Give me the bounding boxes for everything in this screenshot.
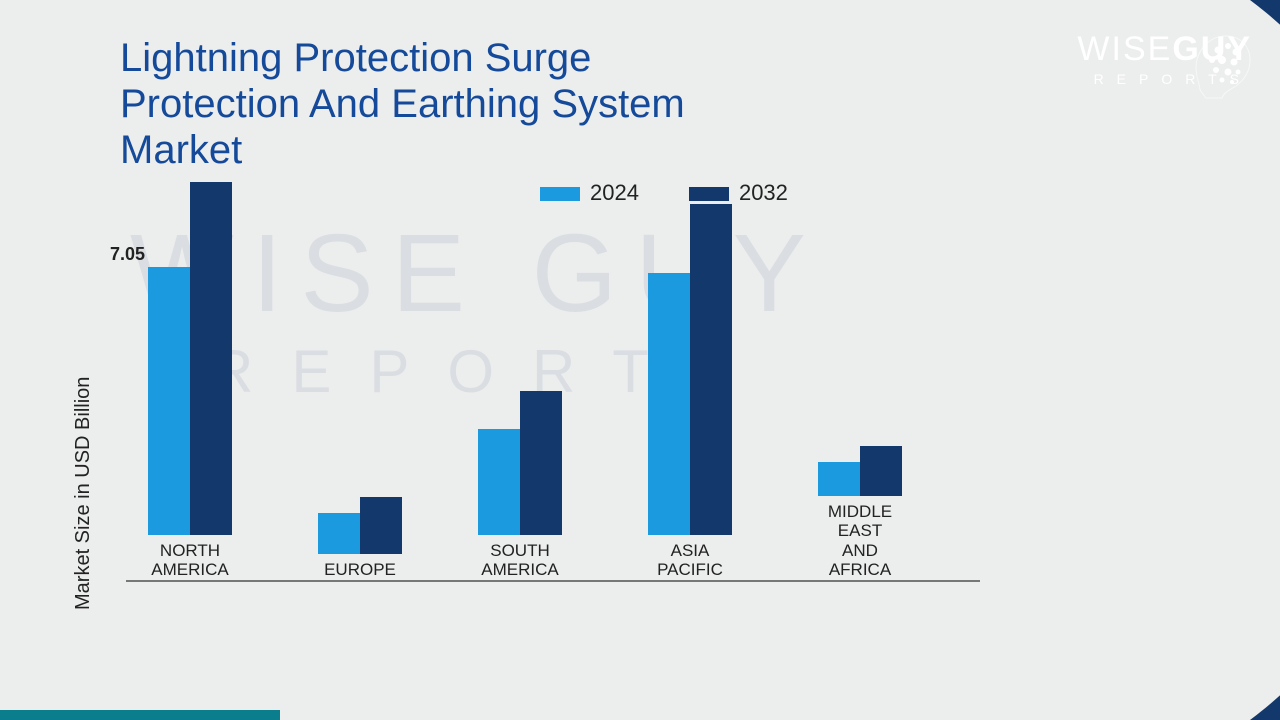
bar-2032 — [360, 497, 402, 554]
bar-pair — [630, 155, 750, 535]
bar-pair — [300, 174, 420, 554]
bar-2032 — [690, 204, 732, 535]
bar-2032 — [190, 182, 232, 535]
x-axis-line — [126, 580, 980, 582]
y-axis-label: Market Size in USD Billion — [72, 377, 95, 610]
head-dots-icon — [1188, 32, 1258, 102]
bar-group: MIDDLEEASTANDAFRICA — [800, 116, 920, 580]
bar-group: 7.05 NORTHAMERICA — [130, 155, 250, 580]
bar-2024 — [318, 513, 360, 555]
category-label: EUROPE — [300, 560, 420, 580]
bar-group: SOUTHAMERICA — [460, 155, 580, 580]
bar-pair: 7.05 — [130, 155, 250, 535]
bar-2024 — [818, 462, 860, 496]
brand-logo: WISEGUY REPORTS — [992, 30, 1252, 87]
bar-2024 — [478, 429, 520, 535]
chart-title: Lightning Protection Surge Protection An… — [120, 35, 760, 173]
accent-bottom-bar — [0, 710, 280, 720]
bar-2024 — [148, 267, 190, 535]
bar-chart: Market Size in USD Billion 2024 2032 7.0… — [60, 180, 980, 700]
category-label: NORTHAMERICA — [130, 541, 250, 580]
bar-pair — [460, 155, 580, 535]
stage: WISE GUY REPORTS Lightning Protection Su… — [0, 0, 1280, 720]
bar-group: ASIAPACIFIC — [630, 155, 750, 580]
bar-2032 — [520, 391, 562, 535]
bar-group: EUROPE — [300, 174, 420, 580]
category-label: MIDDLEEASTANDAFRICA — [800, 502, 920, 580]
category-label: ASIAPACIFIC — [630, 541, 750, 580]
bar-2032 — [860, 446, 902, 495]
bar-pair — [800, 116, 920, 496]
logo-word-wise: WISE — [1077, 30, 1172, 68]
bar-value-label: 7.05 — [110, 244, 145, 265]
category-label: SOUTHAMERICA — [460, 541, 580, 580]
bar-2024 — [648, 273, 690, 535]
